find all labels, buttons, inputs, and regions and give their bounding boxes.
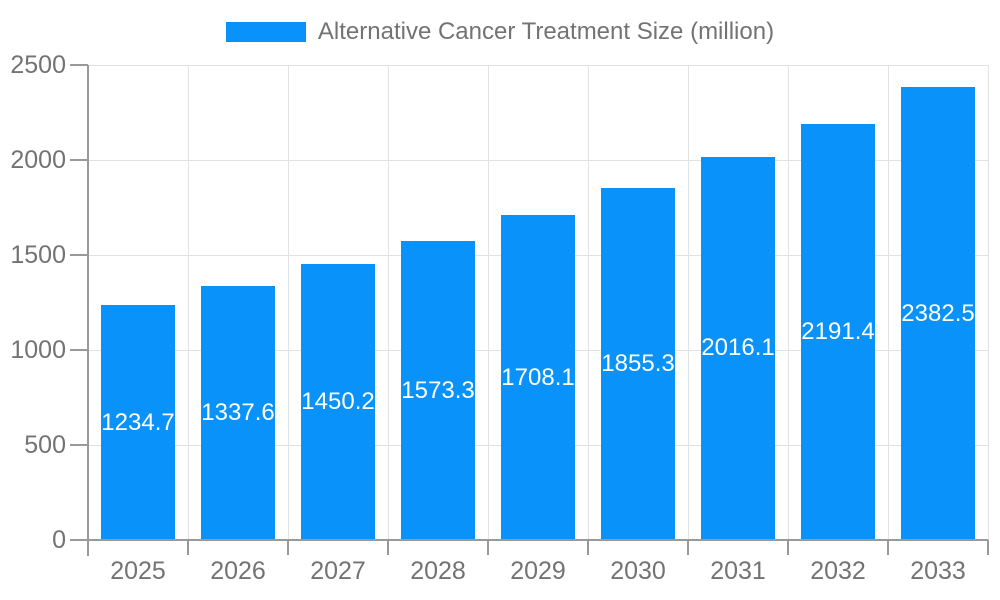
x-axis-tick-label: 2029 <box>510 557 566 585</box>
bar-value-label: 2191.4 <box>801 317 875 345</box>
legend-label: Alternative Cancer Treatment Size (milli… <box>317 18 775 45</box>
x-axis-tick <box>287 540 289 555</box>
plot-area: 1234.7 1337.6 1450.2 1573.3 1708.1 1855.3 2016… <box>70 64 989 556</box>
x-axis-tick <box>587 540 589 555</box>
bar-value-label: 1337.6 <box>201 398 275 426</box>
gridline-vertical <box>987 65 989 540</box>
x-axis-tick <box>387 540 389 555</box>
bar-2027 <box>301 264 375 540</box>
x-axis-line <box>70 539 988 541</box>
x-axis-tick <box>687 540 689 555</box>
x-axis-tick <box>187 540 189 555</box>
bar-2032 <box>801 123 875 540</box>
x-axis-tick <box>887 540 889 555</box>
gridline-vertical <box>587 65 589 540</box>
gridline-vertical <box>387 65 389 540</box>
gridline-vertical <box>787 65 789 540</box>
y-axis-tick <box>70 64 88 66</box>
y-axis-tick <box>70 159 88 161</box>
gridline-vertical <box>487 65 489 540</box>
bar-value-label: 2382.5 <box>901 299 975 327</box>
y-axis-tick <box>70 349 88 351</box>
x-axis-tick <box>987 540 989 555</box>
bar-value-label: 1855.3 <box>601 349 675 377</box>
x-axis-tick-label: 2026 <box>210 557 266 585</box>
y-axis-tick-label: 2000 <box>10 146 66 174</box>
y-axis-tick <box>70 539 88 541</box>
y-axis-line <box>87 65 89 556</box>
x-axis-tick <box>487 540 489 555</box>
bar-value-label: 1234.7 <box>101 408 175 436</box>
bar-2029 <box>501 215 575 540</box>
y-axis-tick-label: 1000 <box>10 336 66 364</box>
bar-2033 <box>901 87 975 540</box>
y-axis-tick-label: 1500 <box>10 241 66 269</box>
x-axis-tick-label: 2025 <box>110 557 166 585</box>
bar-2026 <box>201 285 275 540</box>
gridline-vertical <box>687 65 689 540</box>
x-axis-tick-label: 2030 <box>610 557 666 585</box>
legend-swatch <box>225 22 306 42</box>
legend-item[interactable]: Alternative Cancer Treatment Size (milli… <box>0 18 1000 46</box>
bar-2025 <box>101 305 175 540</box>
bar-value-label: 2016.1 <box>701 334 775 362</box>
gridline-horizontal <box>88 159 988 161</box>
y-axis-tick-label: 500 <box>24 431 66 459</box>
bar-value-label: 1573.3 <box>401 376 475 404</box>
gridline-vertical <box>287 65 289 540</box>
gridline-vertical <box>187 65 189 540</box>
y-axis-tick-label: 2500 <box>10 51 66 79</box>
x-axis-tick-label: 2028 <box>410 557 466 585</box>
y-axis-tick <box>70 444 88 446</box>
x-axis-tick-label: 2033 <box>910 557 966 585</box>
y-axis-tick <box>70 254 88 256</box>
y-axis-tick-label: 0 <box>52 526 66 554</box>
bar-2030 <box>601 187 675 540</box>
x-axis-tick <box>787 540 789 555</box>
bar-2028 <box>401 241 475 540</box>
x-axis-tick-label: 2031 <box>710 557 766 585</box>
gridline-horizontal <box>88 64 988 66</box>
bar-value-label: 1450.2 <box>301 388 375 416</box>
x-axis-tick-label: 2032 <box>810 557 866 585</box>
gridline-vertical <box>887 65 889 540</box>
x-axis-tick-label: 2027 <box>310 557 366 585</box>
bar-2031 <box>701 156 775 540</box>
x-axis-tick <box>87 540 89 555</box>
bar-value-label: 1708.1 <box>501 363 575 391</box>
